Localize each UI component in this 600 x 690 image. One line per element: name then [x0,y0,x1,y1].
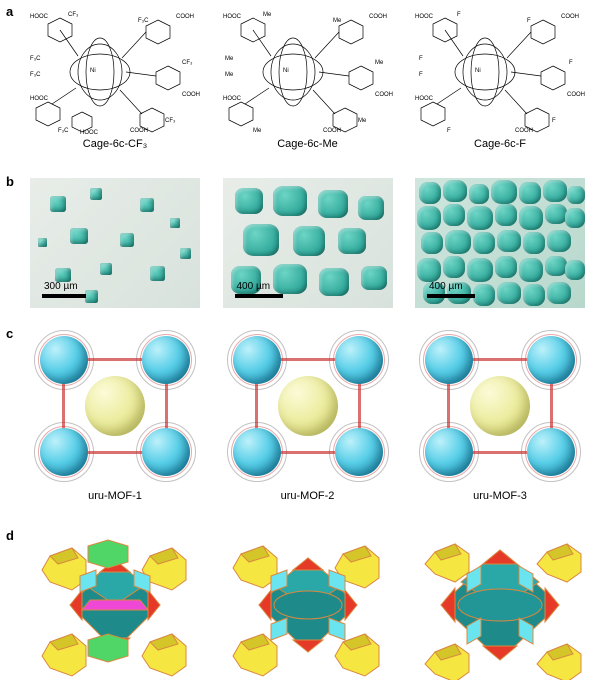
svg-text:COOH: COOH [375,92,393,98]
svg-text:F₃C: F₃C [138,18,149,24]
mof-structure-3 [415,326,585,486]
svg-text:F₃C: F₃C [30,72,41,78]
svg-text:COOH: COOH [369,14,387,20]
mof-structure-1 [30,326,200,486]
chem-caption-3: Cage-6c-F [474,138,526,150]
svg-text:Ni: Ni [283,68,289,74]
svg-text:CF₃: CF₃ [68,12,79,18]
svg-text:Me: Me [333,18,342,24]
scale-text-2: 400 µm [237,281,271,292]
svg-text:F: F [527,18,531,24]
svg-text:F: F [569,60,573,66]
svg-text:Me: Me [375,60,384,66]
micro-cell-1: 300 µm [30,178,200,308]
svg-text:COOH: COOH [182,92,200,98]
mof-caption-1: uru-MOF-1 [88,490,142,502]
svg-text:Ni: Ni [475,68,481,74]
svg-text:COOH: COOH [130,128,148,134]
svg-text:HOOC: HOOC [30,14,49,20]
svg-text:HOOC: HOOC [415,96,434,102]
chem-cell-1: COOH F₃C CF₃ COOH CF₃ COOH HOOC CF₃ F₃C … [30,4,200,150]
row-c: uru-MOF-1 uru-MOF-2 [30,326,585,502]
panel-label-b: b [6,174,14,189]
row-a: COOH F₃C CF₃ COOH CF₃ COOH HOOC CF₃ F₃C … [30,4,585,150]
svg-text:CF₃: CF₃ [165,118,176,124]
mof-caption-2: uru-MOF-2 [281,490,335,502]
scale-text-1: 300 µm [44,281,78,292]
micrograph-2: 400 µm [223,178,393,308]
micro-cell-2: 400 µm [223,178,393,308]
svg-text:HOOC: HOOC [80,130,99,134]
svg-text:F: F [419,56,423,62]
svg-text:CF₃: CF₃ [182,60,193,66]
mof-cell-3: uru-MOF-3 [415,326,585,502]
svg-text:COOH: COOH [176,14,194,20]
tiling-1 [30,530,200,680]
svg-text:HOOC: HOOC [223,96,242,102]
micro-cell-3: 400 µm [415,178,585,308]
svg-text:COOH: COOH [567,92,585,98]
tiling-2 [223,530,393,680]
svg-text:HOOC: HOOC [30,96,49,102]
panel-label-d: d [6,528,14,543]
chem-caption-2: Cage-6c-Me [277,138,338,150]
svg-text:Me: Me [358,118,367,124]
tiling-3 [415,530,585,680]
svg-text:COOH: COOH [515,128,533,134]
svg-text:F: F [419,72,423,78]
svg-text:COOH: COOH [561,14,579,20]
chem-structure-2: COOH Me Me COOH Me COOH HOOC Me Me Me HO… [223,4,393,134]
row-d [30,530,585,680]
tiling-cell-2 [223,530,393,680]
svg-text:F₃C: F₃C [30,56,41,62]
chem-structure-3: COOH F F COOH F COOH HOOC F F F HOOC F N… [415,4,585,134]
chem-caption-1: Cage-6c-CF₃ [83,138,147,150]
mof-cell-1: uru-MOF-1 [30,326,200,502]
svg-text:Ni: Ni [90,68,96,74]
svg-text:Me: Me [253,128,262,134]
svg-text:F₃C: F₃C [58,128,69,134]
scale-text-3: 400 µm [429,281,463,292]
svg-text:COOH: COOH [323,128,341,134]
svg-text:Me: Me [263,12,272,18]
svg-text:HOOC: HOOC [415,14,434,20]
micrograph-1: 300 µm [30,178,200,308]
chem-cell-2: COOH Me Me COOH Me COOH HOOC Me Me Me HO… [223,4,393,150]
svg-text:F: F [457,12,461,18]
panel-label-c: c [6,326,13,341]
row-b: 300 µm 400 µm [30,178,585,308]
chem-structure-1: COOH F₃C CF₃ COOH CF₃ COOH HOOC CF₃ F₃C … [30,4,200,134]
svg-text:HOOC: HOOC [223,14,242,20]
tiling-cell-3 [415,530,585,680]
svg-text:Me: Me [225,72,234,78]
micrograph-3: 400 µm [415,178,585,308]
tiling-cell-1 [30,530,200,680]
mof-cell-2: uru-MOF-2 [223,326,393,502]
svg-text:F: F [447,128,451,134]
mof-structure-2 [223,326,393,486]
chem-cell-3: COOH F F COOH F COOH HOOC F F F HOOC F N… [415,4,585,150]
svg-text:F: F [552,118,556,124]
svg-text:Me: Me [225,56,234,62]
mof-caption-3: uru-MOF-3 [473,490,527,502]
panel-label-a: a [6,4,13,19]
